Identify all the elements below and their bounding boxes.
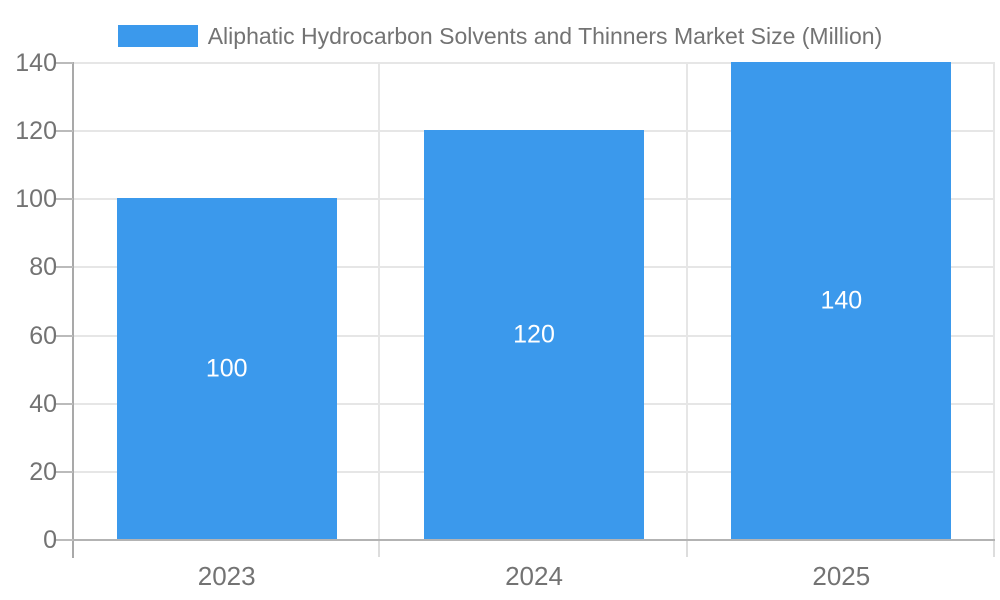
y-axis-tick [54,402,73,405]
gridline-horizontal [73,62,995,64]
y-axis-tick-label: 140 [15,49,57,77]
y-axis-tick-label: 80 [29,253,57,282]
y-axis-line [72,62,74,558]
y-axis-tick-label: 20 [29,457,57,486]
gridline-vertical [685,62,688,539]
chart-legend: Aliphatic Hydrocarbon Solvents and Thinn… [0,21,1000,51]
y-axis-tick [54,539,73,541]
x-axis-tick [378,541,381,557]
y-axis-tick [54,130,73,133]
x-axis-tick-label: 2024 [505,561,563,591]
bar [731,62,952,539]
x-axis-tick-label: 2025 [812,561,871,591]
bar-value-label: 140 [820,286,863,314]
y-axis-tick-label: 40 [29,389,57,418]
legend-label: Aliphatic Hydrocarbon Solvents and Thinn… [207,23,883,49]
y-axis-tick-label: 60 [29,321,57,350]
y-axis-tick [54,334,73,337]
legend-swatch [117,25,198,47]
x-axis-line [54,539,995,541]
y-axis-tick [54,470,73,473]
bar-value-label: 100 [205,354,248,383]
x-axis-tick-label: 2023 [197,561,256,591]
y-axis-tick-label: 120 [15,117,57,146]
y-axis-tick-label: 0 [43,526,57,554]
bar [424,130,644,539]
x-axis-tick [685,541,688,557]
bar-value-label: 120 [513,320,555,349]
gridline-vertical [378,62,381,539]
gridline-vertical [993,62,995,539]
y-axis-tick [54,198,73,201]
y-axis-tick [54,62,73,64]
y-axis-tick-label: 100 [15,185,57,214]
x-axis-tick [993,541,995,557]
bar [116,198,337,539]
y-axis-tick [54,266,73,269]
